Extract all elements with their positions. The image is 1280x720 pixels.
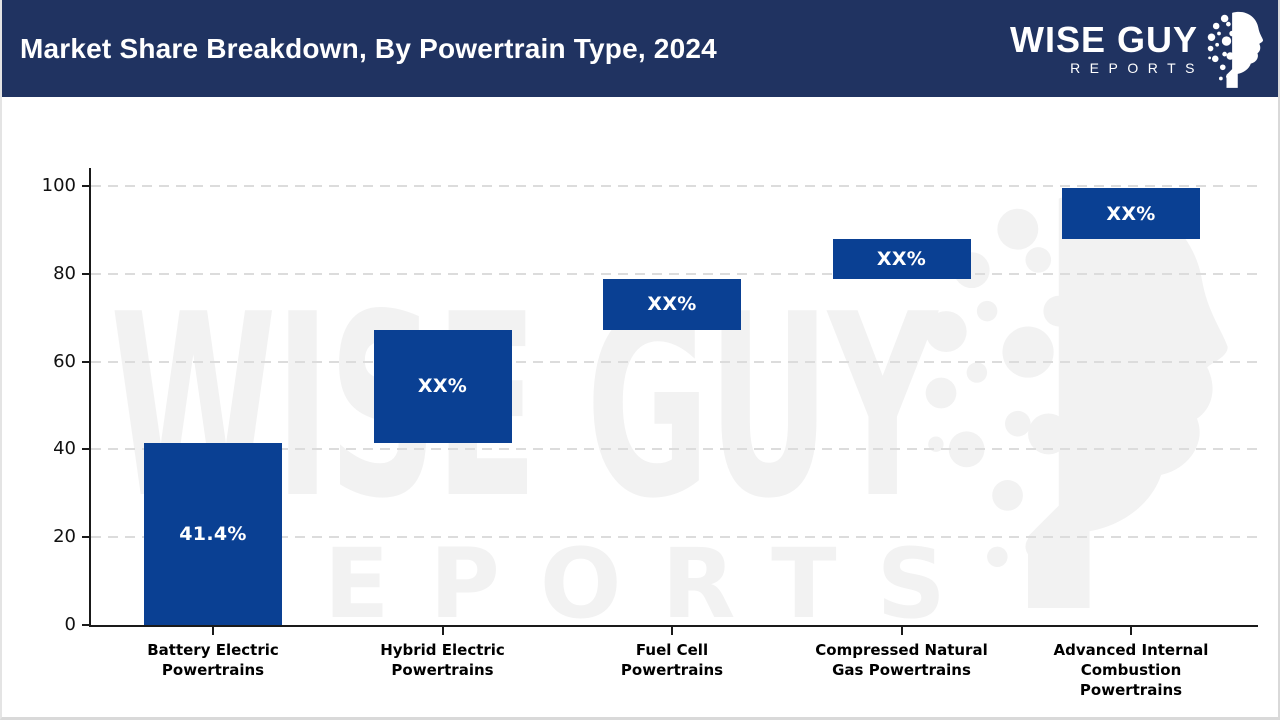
bar-value-label-5: XX% xyxy=(1106,202,1156,225)
y-tick-label-20: 20 xyxy=(53,526,76,548)
bar-4: XX% xyxy=(832,239,971,279)
x-category-label-5: Advanced Internal Combustion Powertrains xyxy=(1053,641,1209,699)
y-axis-line xyxy=(89,168,91,627)
bar-value-label-4: XX% xyxy=(876,247,927,270)
x-category-label-3: Fuel Cell Powertrains xyxy=(620,641,724,679)
y-tick-mark-20 xyxy=(82,536,91,539)
y-tick-mark-60 xyxy=(82,360,91,363)
bar-3: XX% xyxy=(603,278,741,330)
y-tick-label-100: 100 xyxy=(41,175,76,196)
y-tick-mark-80 xyxy=(82,272,91,275)
y-tick-label-40: 40 xyxy=(53,438,76,460)
y-tick-label-60: 60 xyxy=(53,350,76,372)
y-tick-label-80: 80 xyxy=(53,262,76,284)
bar-value-label-1: 41.4% xyxy=(179,523,247,546)
y-tick-mark-100 xyxy=(82,185,91,187)
header: Market Share Breakdown, By Powertrain Ty… xyxy=(2,0,1278,97)
logo-wiseguy-label: WISE GUY xyxy=(1009,18,1198,60)
bar-1: 41.4% xyxy=(144,443,282,625)
logo-reports-label: REPORTS xyxy=(1070,59,1204,76)
y-tick-mark-0 xyxy=(82,624,91,626)
x-tick-mark-4 xyxy=(900,627,903,635)
x-category-label-2: Hybrid Electric Powertrains xyxy=(380,641,505,679)
chart-title: Market Share Breakdown, By Powertrain Ty… xyxy=(20,32,717,64)
bar-5: XX% xyxy=(1062,188,1200,240)
logo-face-icon xyxy=(1207,11,1264,88)
y-tick-label-0: 0 xyxy=(64,614,76,635)
x-tick-mark-3 xyxy=(671,627,673,635)
bar-2: XX% xyxy=(373,329,512,444)
x-axis-line xyxy=(89,625,1258,627)
gridline-40 xyxy=(91,448,1258,451)
logo-text: WISE GUY REPORTS xyxy=(1009,18,1198,76)
x-tick-mark-2 xyxy=(441,627,444,635)
gridline-20 xyxy=(91,536,1258,539)
bar-value-label-3: XX% xyxy=(647,293,697,316)
watermark-face-icon xyxy=(925,193,1228,608)
x-tick-mark-1 xyxy=(212,627,214,635)
y-tick-mark-40 xyxy=(82,448,91,451)
x-tick-mark-5 xyxy=(1130,627,1132,635)
gridline-60 xyxy=(91,360,1258,363)
gridline-80 xyxy=(91,272,1258,275)
watermark-reports-text: REPORTS xyxy=(210,528,986,640)
wiseguy-logo: WISE GUY REPORTS xyxy=(1010,9,1264,88)
x-category-label-4: Compressed Natural Gas Powertrains xyxy=(815,641,988,679)
x-category-label-1: Battery Electric Powertrains xyxy=(147,641,279,679)
bar-value-label-2: XX% xyxy=(417,375,468,398)
gridline-100 xyxy=(91,185,1258,187)
